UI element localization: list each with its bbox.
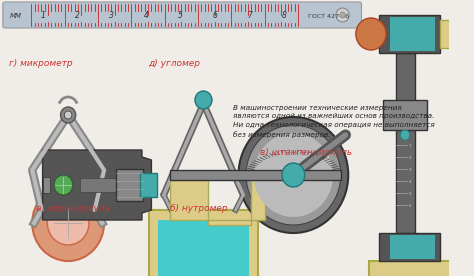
Circle shape [195, 91, 212, 109]
Bar [81, 178, 133, 192]
Circle shape [340, 12, 346, 18]
Circle shape [54, 175, 73, 195]
Text: 8: 8 [282, 12, 286, 20]
Bar [396, 53, 414, 233]
Circle shape [64, 111, 72, 119]
Bar [43, 177, 50, 193]
Circle shape [401, 130, 410, 140]
Bar [148, 210, 258, 276]
Circle shape [254, 133, 333, 217]
Text: в) штангенциркуль: в) штангенциркуль [260, 148, 352, 157]
Bar [379, 233, 440, 261]
Text: а) кронциркуль: а) кронциркуль [36, 204, 110, 213]
Text: 5: 5 [178, 12, 183, 20]
Bar [440, 20, 468, 48]
Bar [379, 15, 440, 53]
Text: 1: 1 [40, 12, 45, 20]
Text: 6: 6 [212, 12, 218, 20]
Bar [383, 100, 427, 130]
Bar [369, 261, 454, 276]
Circle shape [238, 117, 348, 233]
Polygon shape [43, 150, 151, 220]
Text: 1: 1 [409, 144, 411, 148]
Circle shape [282, 163, 305, 187]
Text: 5: 5 [409, 192, 411, 196]
Text: 4: 4 [409, 180, 411, 184]
Text: В машиностроении технические измерения
являются одной из важнейших основ произво: В машиностроении технические измерения я… [233, 105, 435, 138]
Text: 2: 2 [74, 12, 80, 20]
Bar [117, 169, 143, 201]
Text: ММ: ММ [9, 13, 21, 19]
Bar [390, 17, 435, 51]
Text: 3: 3 [409, 168, 411, 172]
Bar [170, 170, 341, 180]
Circle shape [356, 18, 386, 50]
Bar [140, 173, 157, 197]
Circle shape [32, 185, 104, 261]
Polygon shape [170, 180, 265, 225]
Text: г) микрометр: г) микрометр [9, 59, 73, 68]
Bar [390, 235, 435, 259]
Text: 2: 2 [409, 156, 411, 160]
Text: 7: 7 [247, 12, 252, 20]
Circle shape [246, 125, 341, 225]
Text: д) угломер: д) угломер [148, 59, 200, 68]
Text: 4: 4 [144, 12, 148, 20]
Circle shape [61, 107, 76, 123]
Text: б) нутромер: б) нутромер [171, 204, 228, 213]
Text: 3: 3 [109, 12, 114, 20]
Text: 6: 6 [409, 204, 411, 208]
Text: ГОСТ 427-86: ГОСТ 427-86 [308, 14, 348, 18]
Bar [158, 220, 249, 276]
FancyBboxPatch shape [3, 2, 362, 28]
Circle shape [47, 201, 89, 245]
Circle shape [336, 8, 349, 22]
